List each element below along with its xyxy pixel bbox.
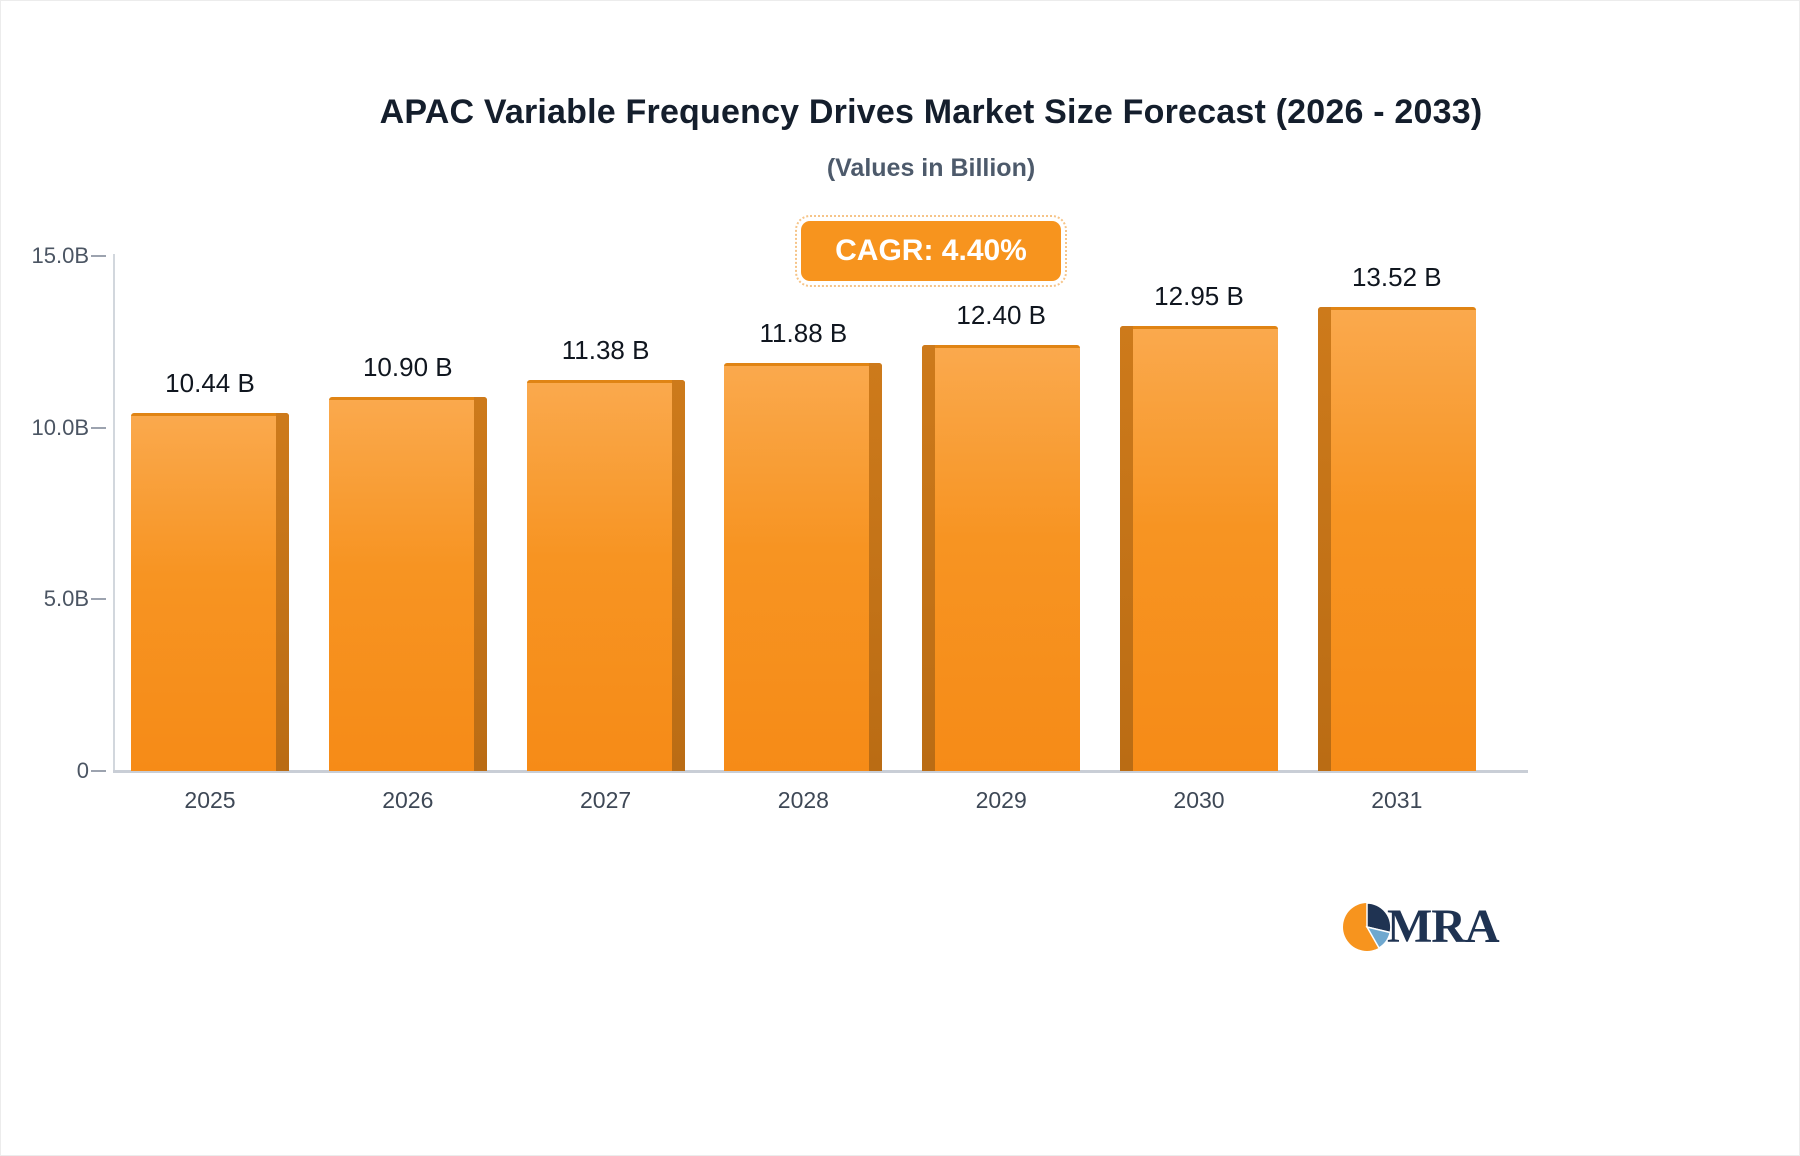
bar-value-label: 12.40 B [956, 300, 1046, 331]
bar-2029 [922, 345, 1081, 771]
y-tick-label: 10.0B [31, 414, 90, 440]
bar-value-label: 13.52 B [1351, 261, 1442, 292]
x-tick-label: 2026 [382, 787, 434, 813]
x-tick-label: 2025 [184, 787, 236, 813]
bar-value-label: 11.38 B [561, 335, 650, 366]
bar-side-shade [922, 345, 936, 771]
bar-2025 [131, 412, 289, 771]
bar-value-label: 10.90 B [362, 351, 453, 382]
chart-title: APAC Variable Frequency Drives Market Si… [379, 93, 1483, 131]
brand-logo: MRA [1341, 899, 1500, 954]
chart-header: APAC Variable Frequency Drives Market Si… [63, 1, 1799, 287]
y-tick-label: 15.0B [31, 243, 90, 268]
x-tick-label: 2029 [975, 787, 1027, 813]
plot-area: 10.44 B 10.90 B 11.38 B 11.88 B 12.40 B 12.95… [113, 256, 1525, 771]
bar-side-shade [473, 396, 487, 771]
y-tick-mark [91, 598, 106, 601]
bar-value-label: 10.44 B [165, 367, 255, 398]
bar-2030 [1120, 326, 1278, 771]
y-tick-label: 5.0B [43, 586, 89, 612]
x-axis-line [113, 770, 1528, 773]
bar-side-shade [869, 363, 883, 771]
bar-side-shade [1120, 326, 1133, 771]
bar-2026 [328, 396, 487, 771]
bar-2028 [724, 363, 883, 771]
bar-value-label: 12.95 B [1154, 281, 1244, 312]
bar-2027 [526, 380, 685, 771]
x-tick-label: 2028 [777, 787, 829, 813]
x-tick-label: 2031 [1371, 787, 1423, 813]
bar-side-shade [1317, 306, 1331, 771]
y-axis-line [113, 254, 115, 771]
y-tick-mark [91, 426, 106, 429]
y-tick-mark [91, 255, 106, 257]
pie-logo-icon [1343, 901, 1392, 951]
cagr-badge: CAGR: 4.40% [795, 215, 1067, 287]
bar-2031 [1317, 306, 1476, 771]
bar-side-shade [276, 412, 289, 771]
y-tick-mark [91, 770, 106, 772]
brand-logo-text: MRA [1387, 900, 1500, 953]
x-tick-label: 2027 [580, 787, 632, 813]
y-tick-label: 0 [76, 758, 89, 783]
chart-subtitle: (Values in Billion) [826, 154, 1036, 182]
bar-value-label: 11.88 B [759, 318, 848, 349]
bar-side-shade [671, 380, 685, 771]
x-tick-label: 2030 [1173, 787, 1225, 813]
